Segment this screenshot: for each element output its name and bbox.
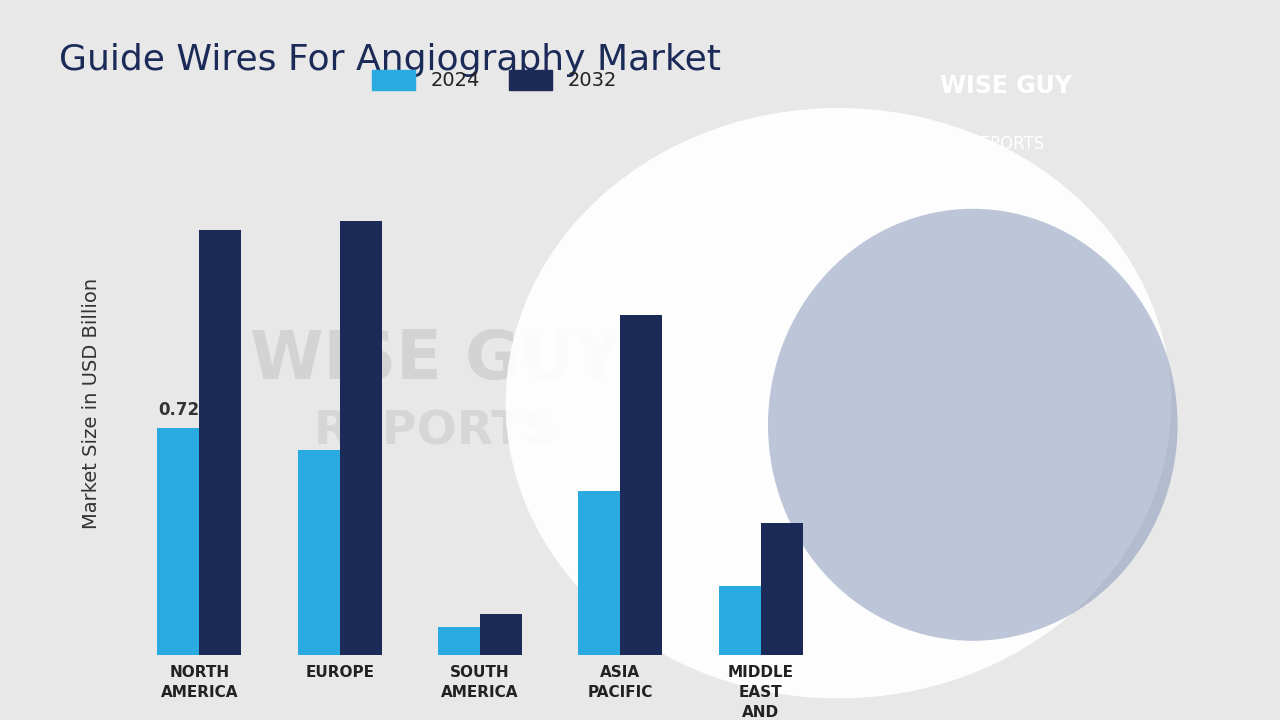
Bar: [200, 230, 242, 655]
Bar: [480, 614, 522, 655]
Text: Guide Wires For Angiography Market: Guide Wires For Angiography Market: [59, 43, 721, 77]
Text: 0.72: 0.72: [157, 401, 198, 419]
Text: REPORTS: REPORTS: [968, 135, 1044, 153]
Bar: [157, 428, 200, 655]
Text: WISE GUY: WISE GUY: [941, 74, 1073, 99]
Bar: [339, 220, 381, 655]
Text: WISE GUY: WISE GUY: [250, 327, 622, 393]
Bar: [621, 315, 663, 655]
Bar: [297, 451, 339, 655]
Y-axis label: Market Size in USD Billion: Market Size in USD Billion: [82, 278, 101, 528]
Text: REPORTS: REPORTS: [314, 410, 558, 454]
Bar: [579, 492, 621, 655]
Bar: [718, 586, 760, 655]
Legend: 2024, 2032: 2024, 2032: [362, 60, 627, 100]
Bar: [760, 523, 803, 655]
Bar: [438, 627, 480, 655]
